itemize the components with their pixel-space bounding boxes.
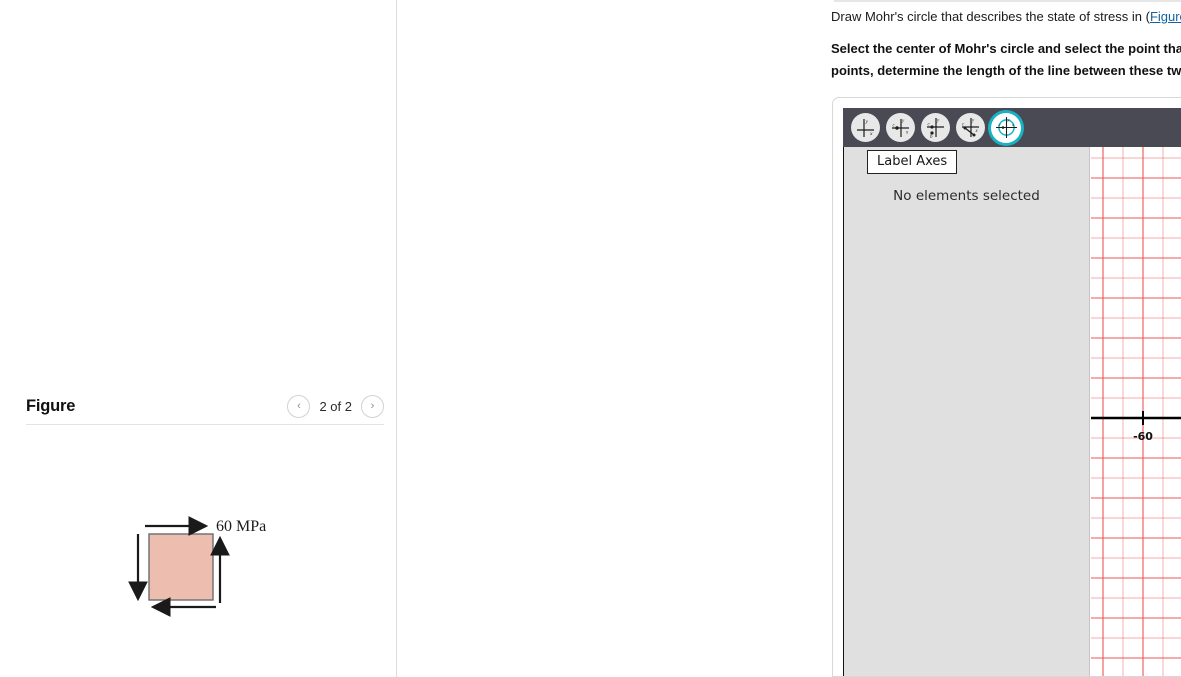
figure-panel: Figure ‹ 2 of 2 › bbox=[0, 0, 397, 677]
svg-text:c: c bbox=[998, 122, 1000, 127]
stress-element-svg bbox=[128, 516, 230, 617]
svg-text:b: b bbox=[930, 135, 933, 139]
stress-magnitude-label: 60 MPa bbox=[216, 518, 267, 535]
svg-text:x: x bbox=[1011, 122, 1014, 127]
axis-ticks: -60-40-202040-60-40-20204060 bbox=[1133, 411, 1153, 443]
prompt-line-1: Draw Mohr's circle that describes the st… bbox=[831, 8, 1181, 27]
figure-next-button[interactable]: › bbox=[361, 394, 384, 418]
label-axes-button[interactable]: Label Axes bbox=[867, 150, 958, 174]
figure-prev-button[interactable]: ‹ bbox=[287, 394, 311, 418]
tool-point-on-axis-button[interactable]: c y x bbox=[886, 113, 915, 142]
svg-text:c: c bbox=[962, 123, 965, 128]
figure-page-count: 2 of 2 bbox=[319, 398, 352, 414]
point-on-axis-icon: c y x bbox=[892, 119, 909, 137]
svg-text:y: y bbox=[901, 119, 905, 124]
axes bbox=[1091, 416, 1181, 420]
svg-text:y: y bbox=[1006, 117, 1010, 122]
prompt-line2-a: Select the center of Mohr's circle and s… bbox=[831, 40, 1181, 56]
svg-text:c: c bbox=[928, 123, 931, 128]
two-points-icon: c y b bbox=[927, 118, 944, 139]
stress-element-figure: 60 MPa bbox=[120, 505, 320, 625]
mohr-circle-plot[interactable]: -60-40-202040-60-40-20204060τ, MPaR=16.8… bbox=[1091, 147, 1181, 677]
svg-text:x: x bbox=[905, 131, 909, 136]
selection-status-text: No elements selected bbox=[893, 188, 1040, 204]
prompt-line2-b: . Given these two points, determine the … bbox=[831, 63, 1181, 79]
tool-axes-button[interactable]: y x bbox=[851, 113, 880, 142]
tool-group: y x c y x bbox=[851, 112, 1021, 143]
page-title: Figure bbox=[26, 396, 76, 415]
svg-text:x: x bbox=[975, 129, 979, 134]
figure-2-link[interactable]: Figure 2 bbox=[1149, 9, 1181, 24]
top-divider bbox=[834, 0, 1181, 2]
tool-circle-button[interactable]: c y x bbox=[991, 112, 1021, 143]
svg-text:c: c bbox=[893, 124, 896, 129]
axes-icon: y x bbox=[857, 119, 874, 137]
figure-divider bbox=[26, 424, 384, 425]
prompt-line-2: Select the center of Mohr's circle and s… bbox=[831, 39, 1181, 82]
answer-card: y x c y x bbox=[832, 97, 1181, 677]
tool-line-segment-button[interactable]: c y x bbox=[956, 113, 985, 142]
line-segment-icon: c y x bbox=[962, 118, 979, 137]
element-side-panel: Label Axes No elements selected bbox=[843, 147, 1090, 676]
svg-text:-60: -60 bbox=[1133, 430, 1153, 443]
figure-pager: ‹ 2 of 2 › bbox=[287, 388, 384, 424]
stress-element-square bbox=[148, 533, 214, 601]
mohr-circle-canvas[interactable]: -60-40-202040-60-40-20204060τ, MPaR=16.8… bbox=[1091, 147, 1181, 677]
tool-two-points-button[interactable]: c y b bbox=[921, 113, 950, 142]
svg-text:x: x bbox=[869, 131, 873, 137]
circle-tool-icon: c y x bbox=[995, 117, 1017, 138]
prompt-line1-pre: Draw Mohr's circle that describes the st… bbox=[831, 9, 1150, 24]
svg-text:y: y bbox=[936, 119, 940, 124]
svg-text:y: y bbox=[865, 119, 869, 125]
svg-text:y: y bbox=[971, 119, 975, 124]
problem-area: Draw Mohr's circle that describes the st… bbox=[397, 0, 1181, 677]
problem-prompt: Draw Mohr's circle that describes the st… bbox=[831, 8, 1181, 82]
grid-lines bbox=[1091, 147, 1181, 676]
figure-header: Figure ‹ 2 of 2 › bbox=[26, 388, 384, 424]
drawing-toolbar: y x c y x bbox=[843, 108, 1181, 147]
